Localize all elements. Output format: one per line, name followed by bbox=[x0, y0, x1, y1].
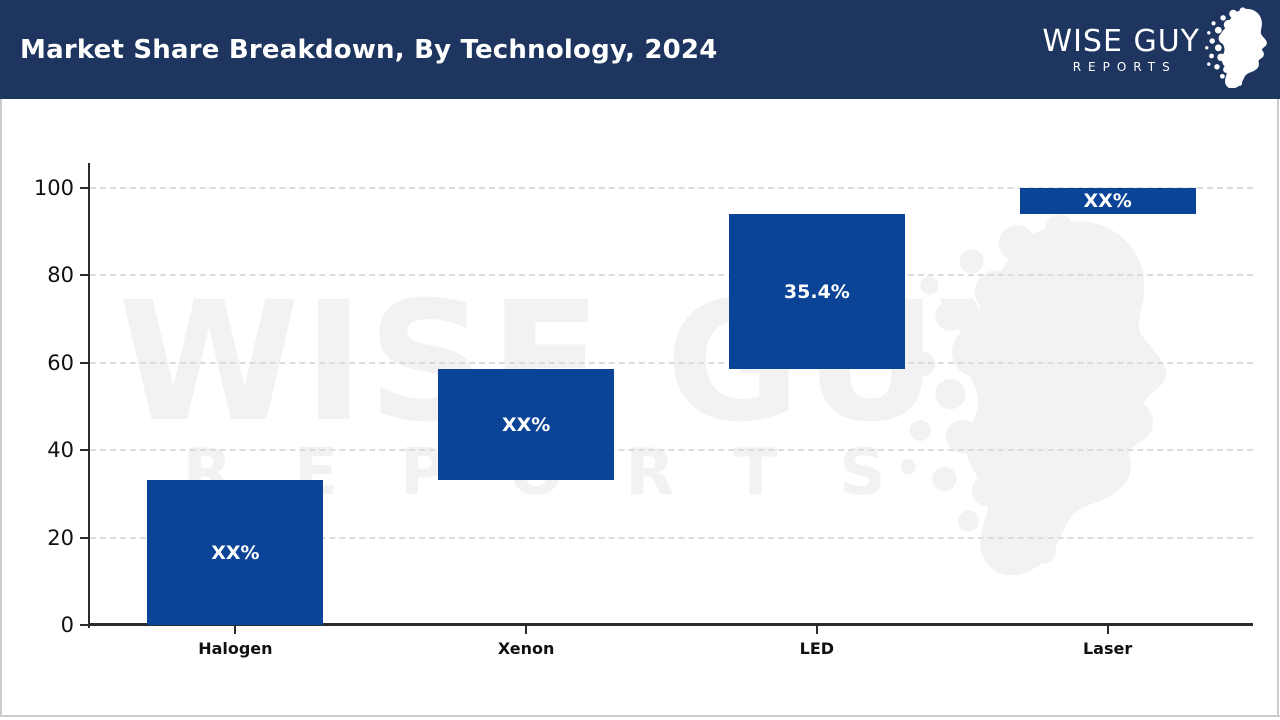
bar-label-led: 35.4% bbox=[783, 280, 850, 303]
frame-border-right bbox=[1277, 99, 1279, 716]
watermark-face-icon bbox=[878, 213, 1180, 597]
y-tick-0 bbox=[80, 624, 89, 626]
bar-label-halogen: XX% bbox=[211, 541, 260, 564]
y-tick-label-0: 0 bbox=[60, 613, 74, 637]
y-tick-label-100: 100 bbox=[33, 175, 74, 200]
x-tick-label-xenon: Xenon bbox=[497, 639, 555, 658]
brand-name: WISE GUY bbox=[1042, 23, 1200, 59]
bar-halogen: XX% bbox=[147, 480, 324, 625]
x-axis-line bbox=[88, 623, 1253, 626]
gridline-y-40 bbox=[90, 449, 1253, 451]
x-tick-label-led: LED bbox=[799, 639, 835, 658]
gridline-y-100 bbox=[90, 186, 1253, 189]
y-tick-100 bbox=[80, 186, 89, 189]
page-title: Market Share Breakdown, By Technology, 2… bbox=[20, 34, 718, 65]
y-tick-label-80: 80 bbox=[47, 263, 74, 287]
x-tick-led bbox=[815, 626, 818, 634]
y-tick-80 bbox=[80, 274, 89, 276]
y-tick-40 bbox=[80, 449, 89, 451]
bar-laser: XX% bbox=[1019, 187, 1196, 215]
bar-xenon: XX% bbox=[438, 369, 615, 481]
brand-logo: WISE GUY REPORTS bbox=[1042, 6, 1270, 93]
y-axis-line bbox=[88, 163, 90, 628]
bar-led: 35.4% bbox=[728, 214, 905, 370]
gridline-y-60 bbox=[90, 361, 1253, 364]
x-tick-xenon bbox=[525, 626, 528, 634]
y-tick-label-60: 60 bbox=[47, 350, 74, 375]
x-tick-laser bbox=[1106, 626, 1109, 634]
header-bar: Market Share Breakdown, By Technology, 2… bbox=[0, 0, 1280, 99]
y-tick-label-20: 20 bbox=[47, 525, 74, 550]
bar-label-xenon: XX% bbox=[501, 413, 551, 436]
gridline-y-80 bbox=[90, 274, 1253, 276]
frame-border-left bbox=[0, 99, 2, 716]
brand-subname: REPORTS bbox=[1072, 59, 1177, 74]
x-tick-label-halogen: Halogen bbox=[198, 639, 273, 658]
brand-face-icon bbox=[1202, 6, 1270, 93]
brand-logo-text: WISE GUY REPORTS bbox=[1042, 23, 1200, 74]
y-tick-label-40: 40 bbox=[47, 438, 74, 462]
frame-border-bottom bbox=[0, 715, 1280, 717]
y-tick-20 bbox=[80, 536, 89, 539]
bar-chart: 0 20 40 60 80 100 XX% Halogen XX% Xenon 35.4% LED XX… bbox=[0, 99, 1280, 720]
x-tick-label-laser: Laser bbox=[1082, 639, 1133, 658]
x-tick-halogen bbox=[234, 626, 237, 634]
y-tick-60 bbox=[80, 361, 89, 364]
gridline-y-20 bbox=[90, 536, 1253, 539]
bar-label-laser: XX% bbox=[1083, 189, 1132, 212]
